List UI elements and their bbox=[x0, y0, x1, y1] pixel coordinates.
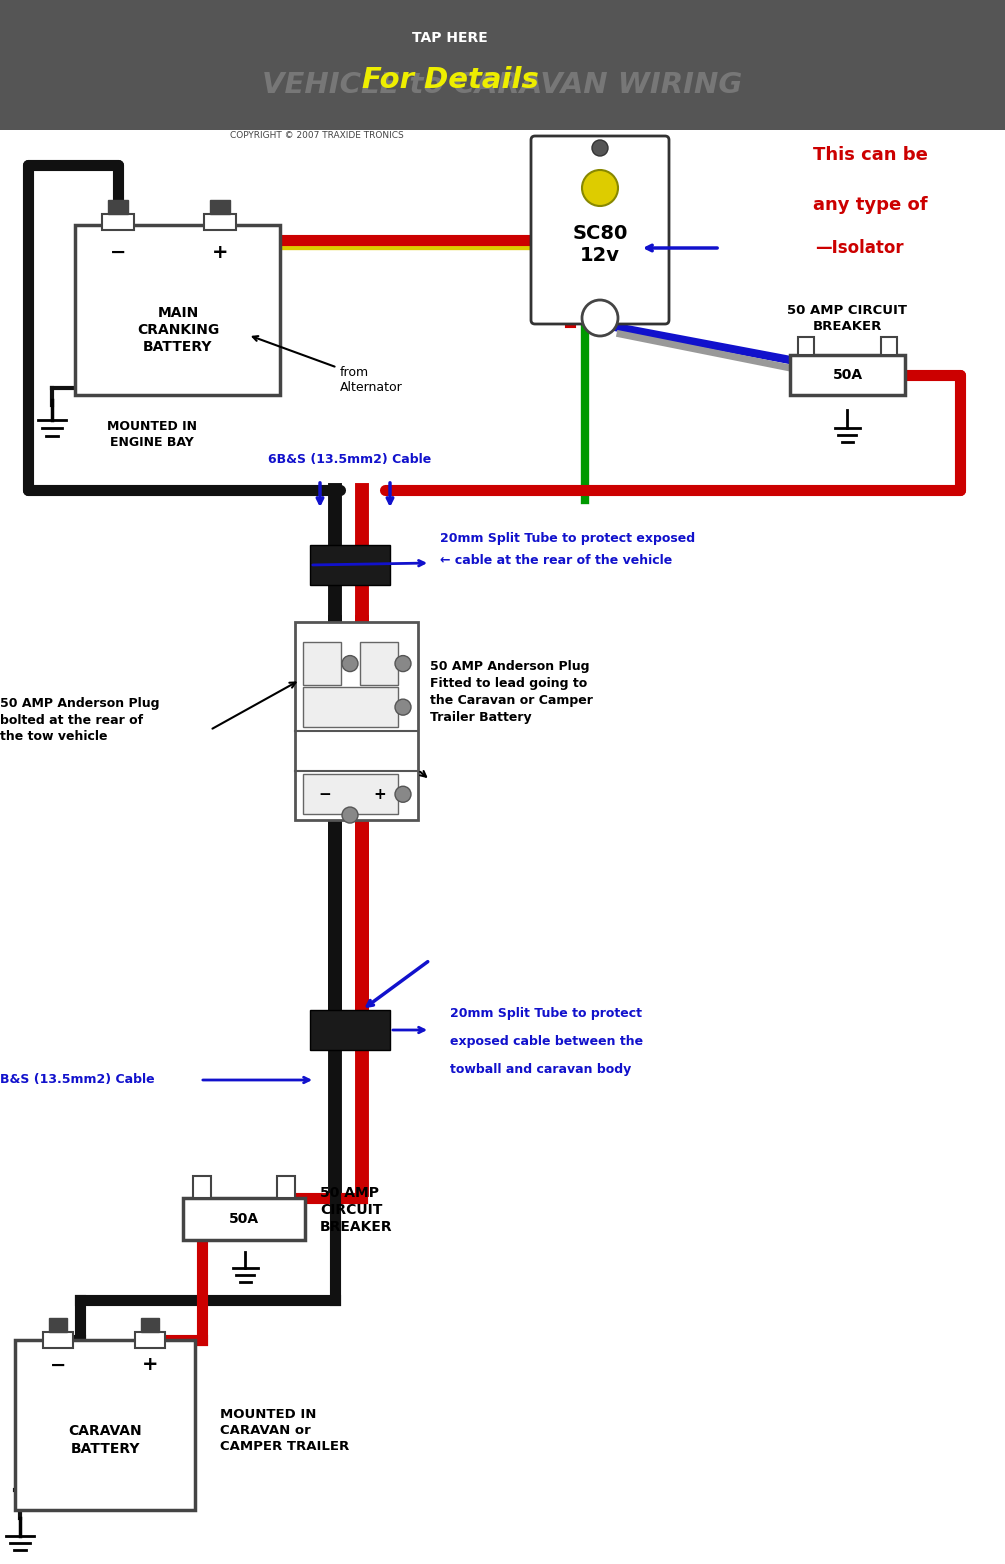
Bar bbox=[798, 336, 814, 355]
Text: −: − bbox=[319, 787, 332, 802]
Circle shape bbox=[582, 300, 618, 336]
Text: −: − bbox=[110, 242, 127, 261]
Circle shape bbox=[395, 655, 411, 671]
Text: 50 AMP CIRCUIT
BREAKER: 50 AMP CIRCUIT BREAKER bbox=[787, 303, 907, 333]
Text: TAP HERE: TAP HERE bbox=[412, 31, 487, 45]
Text: exposed cable between the: exposed cable between the bbox=[450, 1035, 643, 1048]
Text: 50A: 50A bbox=[832, 368, 862, 382]
Text: +: + bbox=[374, 787, 386, 802]
Text: 50 AMP Anderson Plug
Fitted to lead going to
the Caravan or Camper
Trailer Batte: 50 AMP Anderson Plug Fitted to lead goin… bbox=[430, 660, 593, 724]
Bar bbox=[49, 1318, 67, 1333]
Bar bbox=[102, 214, 134, 230]
Circle shape bbox=[342, 655, 358, 671]
Bar bbox=[141, 1318, 159, 1333]
Text: MAIN
CRANKING
BATTERY: MAIN CRANKING BATTERY bbox=[137, 305, 219, 355]
Text: VEHICLE to CARAVAN WIRING: VEHICLE to CARAVAN WIRING bbox=[262, 70, 742, 99]
Text: 50 AMP
CIRCUIT
BREAKER: 50 AMP CIRCUIT BREAKER bbox=[320, 1186, 393, 1234]
Text: This can be: This can be bbox=[813, 145, 928, 164]
Bar bbox=[277, 1176, 295, 1198]
Bar bbox=[108, 200, 128, 214]
Text: any type of: any type of bbox=[813, 196, 928, 214]
Text: —Isolator: —Isolator bbox=[815, 239, 903, 256]
Bar bbox=[75, 225, 280, 396]
Text: MOUNTED IN
ENGINE BAY: MOUNTED IN ENGINE BAY bbox=[107, 421, 197, 449]
Circle shape bbox=[395, 787, 411, 802]
Bar bbox=[210, 200, 230, 214]
Bar bbox=[135, 1333, 165, 1348]
Text: CARAVAN
BATTERY: CARAVAN BATTERY bbox=[68, 1425, 142, 1456]
Bar bbox=[310, 1010, 390, 1049]
Bar bbox=[881, 336, 897, 355]
Bar bbox=[310, 544, 390, 585]
Bar bbox=[303, 687, 398, 727]
Text: B&S (13.5mm2) Cable: B&S (13.5mm2) Cable bbox=[0, 1073, 155, 1087]
Text: 50 AMP Anderson Plug
bolted at the rear of
the tow vehicle: 50 AMP Anderson Plug bolted at the rear … bbox=[0, 696, 160, 743]
Text: ← cable at the rear of the vehicle: ← cable at the rear of the vehicle bbox=[440, 554, 672, 568]
Text: SC80
12v: SC80 12v bbox=[572, 224, 628, 264]
Bar bbox=[15, 1340, 195, 1509]
Text: 20mm Split Tube to protect exposed: 20mm Split Tube to protect exposed bbox=[440, 532, 695, 544]
Text: from
Alternator: from Alternator bbox=[253, 336, 403, 394]
Bar bbox=[360, 641, 398, 685]
Circle shape bbox=[395, 699, 411, 715]
Text: 20mm Split Tube to protect: 20mm Split Tube to protect bbox=[450, 1007, 642, 1020]
Text: COPYRIGHT © 2007 TRAXIDE TRONICS: COPYRIGHT © 2007 TRAXIDE TRONICS bbox=[230, 130, 404, 139]
Text: 50A: 50A bbox=[229, 1212, 259, 1226]
Bar bbox=[303, 774, 398, 813]
Text: +: + bbox=[142, 1356, 158, 1375]
Circle shape bbox=[582, 170, 618, 206]
Bar bbox=[0, 0, 1005, 130]
FancyBboxPatch shape bbox=[531, 136, 669, 324]
Text: For Details: For Details bbox=[362, 66, 539, 94]
Text: +: + bbox=[212, 242, 228, 261]
Bar bbox=[193, 1176, 211, 1198]
Bar bbox=[303, 641, 341, 685]
Text: 6B&S (13.5mm2) Cable: 6B&S (13.5mm2) Cable bbox=[268, 454, 431, 466]
Bar bbox=[295, 622, 418, 820]
Bar bbox=[183, 1198, 305, 1240]
Text: MOUNTED IN
CARAVAN or
CAMPER TRAILER: MOUNTED IN CARAVAN or CAMPER TRAILER bbox=[220, 1408, 350, 1453]
Circle shape bbox=[592, 141, 608, 156]
Bar bbox=[43, 1333, 73, 1348]
Circle shape bbox=[342, 807, 358, 823]
Text: −: − bbox=[50, 1356, 66, 1375]
Text: towball and caravan body: towball and caravan body bbox=[450, 1064, 631, 1076]
Bar bbox=[204, 214, 236, 230]
Bar bbox=[790, 355, 904, 396]
